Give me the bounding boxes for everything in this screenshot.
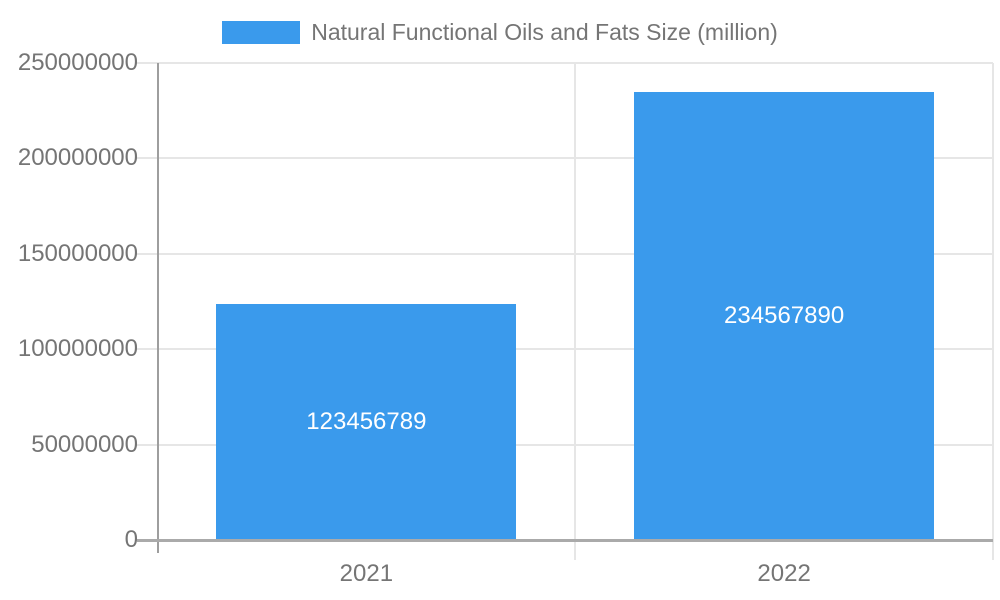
y-gridline xyxy=(137,348,993,351)
y-gridline xyxy=(137,62,993,64)
x-gridline xyxy=(574,63,577,560)
bar-2021[interactable]: 123456789 xyxy=(216,304,517,540)
y-tick-label: 150000000 xyxy=(17,239,138,267)
x-gridline xyxy=(992,63,994,560)
x-tick-label-2022: 2022 xyxy=(757,560,811,587)
bar-value-label: 123456789 xyxy=(306,408,427,436)
bar-value-label: 234567890 xyxy=(724,302,845,330)
y-tick-label: 200000000 xyxy=(17,144,138,172)
y-axis-line xyxy=(156,63,159,553)
y-tick-label: 0 xyxy=(124,526,138,553)
y-tick-label: 250000000 xyxy=(17,49,138,76)
legend-swatch xyxy=(222,21,301,44)
y-gridline xyxy=(137,157,993,160)
y-gridline xyxy=(137,443,993,446)
x-tick-label-2021: 2021 xyxy=(339,560,394,587)
legend-item[interactable]: Natural Functional Oils and Fats Size (m… xyxy=(0,20,1000,45)
bar-2022[interactable]: 234567890 xyxy=(634,92,935,540)
y-tick-label: 100000000 xyxy=(17,335,138,363)
y-gridline xyxy=(137,252,993,255)
y-tick-label: 50000000 xyxy=(31,430,138,458)
legend-label: Natural Functional Oils and Fats Size (m… xyxy=(311,19,778,45)
x-axis-baseline xyxy=(137,538,993,542)
